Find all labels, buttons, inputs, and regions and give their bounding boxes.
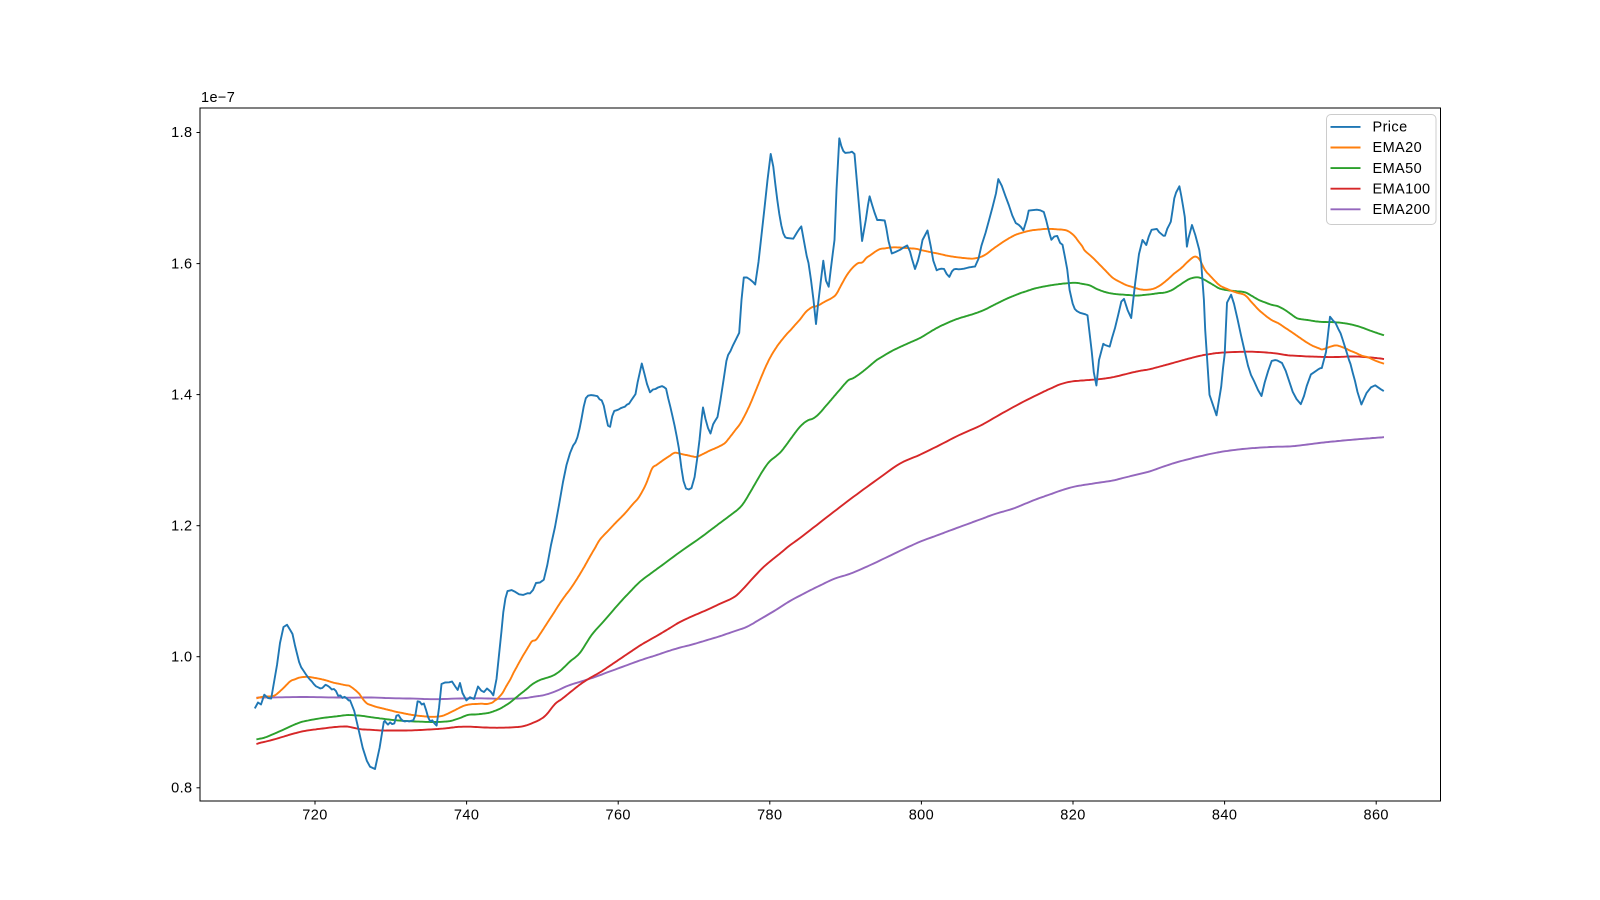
svg-text:760: 760	[605, 808, 630, 824]
svg-text:820: 820	[1060, 808, 1085, 824]
svg-text:1.2: 1.2	[171, 518, 192, 534]
svg-text:EMA100: EMA100	[1373, 181, 1431, 197]
svg-text:EMA200: EMA200	[1373, 202, 1431, 218]
svg-text:EMA50: EMA50	[1373, 161, 1423, 177]
svg-text:1.4: 1.4	[171, 387, 192, 403]
svg-text:EMA20: EMA20	[1373, 140, 1423, 156]
svg-text:740: 740	[454, 808, 479, 824]
svg-text:0.8: 0.8	[171, 781, 192, 797]
svg-text:780: 780	[757, 808, 782, 824]
svg-text:1.8: 1.8	[171, 125, 192, 141]
svg-text:1.0: 1.0	[171, 649, 192, 665]
svg-text:840: 840	[1212, 808, 1237, 824]
svg-text:860: 860	[1363, 808, 1388, 824]
svg-text:1.6: 1.6	[171, 256, 192, 272]
svg-text:720: 720	[302, 808, 327, 824]
svg-text:800: 800	[909, 808, 934, 824]
svg-text:1e−7: 1e−7	[201, 90, 235, 106]
svg-text:Price: Price	[1373, 120, 1408, 136]
